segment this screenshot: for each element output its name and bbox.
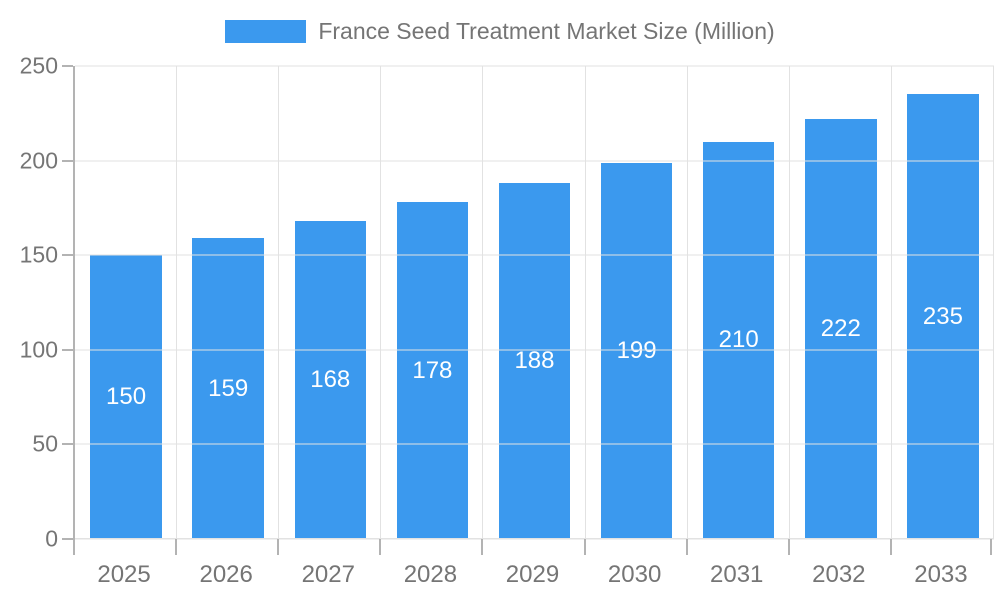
bar-value-label: 188 [514,347,555,375]
x-axis-tick-label: 2033 [914,561,968,588]
gridline-vertical [788,66,790,539]
y-axis-tick [62,65,73,67]
y-axis-labels: 0 50 100 150 200 250 [0,53,58,552]
bar-slot: 150 [75,66,177,539]
bar-value-label: 159 [208,374,249,402]
x-axis-labels: 2025 2026 2027 2028 2029 2030 2031 2032 2033 [73,558,992,592]
gridline-vertical [176,66,178,539]
x-axis-tick-label: 2026 [199,561,253,588]
bars-row: 150 159 168 178 188 199 210 222 235 [75,66,994,539]
bar-value-label: 178 [412,356,453,384]
bar[interactable]: 150 [90,255,162,539]
bar-value-label: 235 [922,302,963,330]
bar-slot: 222 [790,66,892,539]
bar-slot: 188 [483,66,585,539]
gridline-horizontal [75,160,994,162]
y-axis-tick [62,159,73,162]
x-axis-tick-label: 2025 [97,561,151,588]
gridline-vertical [993,66,994,539]
bar[interactable]: 222 [805,118,877,539]
legend-label[interactable]: France Seed Treatment Market Size (Milli… [318,18,775,44]
y-axis-tick [62,254,73,257]
y-axis-tick [62,348,73,351]
y-axis-tick-label: 250 [19,52,58,79]
x-axis-tick-label: 2032 [812,561,866,588]
bar-value-label: 150 [106,383,147,411]
x-axis-tick-label: 2027 [301,561,355,588]
y-axis-tick-label: 0 [45,525,58,552]
gridline-horizontal [75,65,994,67]
gridline-vertical [584,66,586,539]
bar-slot: 235 [892,66,994,539]
gridline-vertical [686,66,688,539]
legend: France Seed Treatment Market Size (Milli… [0,18,1000,45]
bar[interactable]: 235 [907,94,979,539]
legend-swatch[interactable] [225,20,307,43]
gridline-vertical [380,66,382,539]
gridline-horizontal [75,538,994,540]
x-axis-tick [990,539,992,555]
gridline-horizontal [75,443,994,445]
bar[interactable]: 178 [396,202,469,539]
gridline-horizontal [75,349,994,351]
x-axis-tick [583,539,586,555]
x-axis-tick [787,539,790,555]
bar-value-label: 210 [718,326,759,354]
y-axis-tick-label: 200 [19,147,58,174]
x-axis-tick [73,539,75,555]
x-axis-tick-label: 2030 [607,561,662,588]
gridline-horizontal [75,254,994,256]
gridline-horizontal [75,538,994,539]
x-axis-tick-label: 2029 [505,561,560,588]
plot-area: 150 159 168 178 188 199 210 222 235 [73,65,994,540]
bar[interactable]: 159 [192,238,264,539]
bar-slot: 210 [688,66,790,539]
y-axis-tick [62,538,73,540]
y-axis-tick-label: 150 [19,241,58,268]
gridline-vertical [890,66,892,539]
gridline-vertical [278,66,280,539]
x-axis-tick [379,539,382,555]
bar-value-label: 199 [616,336,657,364]
gridline-vertical [482,66,484,539]
x-axis-tick-label: 2028 [403,561,458,588]
y-axis-tick-label: 50 [32,430,58,457]
y-axis-tick [62,443,73,446]
bar-value-label: 168 [310,366,351,394]
bar[interactable]: 188 [498,183,571,539]
y-axis-tick-label: 100 [19,336,58,363]
x-axis-tick [175,539,178,555]
bar[interactable]: 199 [600,162,673,539]
x-axis-tick-label: 2031 [710,561,764,588]
x-axis-tick [277,539,280,555]
x-axis-tick [889,539,892,555]
bar-slot: 168 [279,66,381,539]
bar-value-label: 222 [820,314,861,342]
x-axis-tick [685,539,688,555]
x-axis-tick [481,539,484,555]
bar-slot: 178 [381,66,483,539]
bar-slot: 199 [586,66,688,539]
bar-slot: 159 [177,66,279,539]
bar[interactable]: 168 [294,221,366,539]
bar[interactable]: 210 [702,141,775,539]
